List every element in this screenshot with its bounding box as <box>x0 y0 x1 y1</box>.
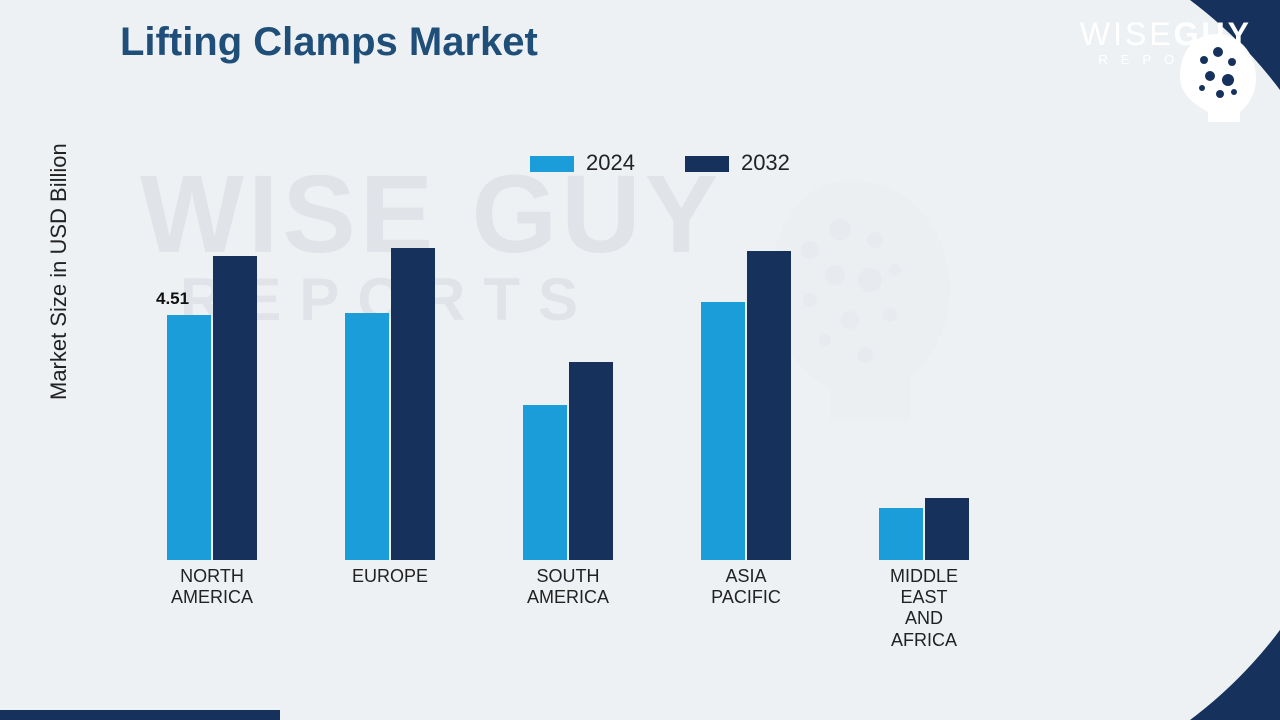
bar <box>345 313 389 560</box>
legend-label-2024: 2024 <box>586 150 635 175</box>
bar <box>925 498 969 560</box>
legend-item-2032: 2032 <box>685 150 790 176</box>
legend-swatch-2032 <box>685 156 729 172</box>
x-axis-label: MIDDLEEASTANDAFRICA <box>854 566 994 651</box>
chart-card: WISE GUY REPORTS Lifting Clamps Market W… <box>0 0 1280 720</box>
brand-logo: WISEGUY REPORTS <box>1080 18 1252 67</box>
bar-group <box>330 248 450 560</box>
bar <box>523 405 567 560</box>
bar-chart: 2024 2032 Market Size in USD Billion 4.5… <box>70 150 950 660</box>
bar <box>747 251 791 560</box>
brand-head-icon <box>1174 32 1258 124</box>
bar-group <box>686 251 806 560</box>
legend-swatch-2024 <box>530 156 574 172</box>
bar <box>569 362 613 560</box>
bar <box>701 302 745 560</box>
x-axis-label: ASIAPACIFIC <box>676 566 816 608</box>
y-axis-label: Market Size in USD Billion <box>46 143 72 400</box>
bar-group <box>864 498 984 560</box>
chart-title: Lifting Clamps Market <box>120 20 538 65</box>
x-axis-label: EUROPE <box>320 566 460 587</box>
bar-group <box>508 362 628 560</box>
plot-area: 4.51 <box>112 180 942 560</box>
legend-item-2024: 2024 <box>530 150 635 176</box>
bottom-accent-bar <box>0 710 280 720</box>
bar <box>879 508 923 560</box>
brand-word-1: WISE <box>1080 16 1174 52</box>
bar <box>167 315 211 560</box>
legend: 2024 2032 <box>530 150 790 176</box>
x-axis-label: NORTHAMERICA <box>142 566 282 608</box>
bar-value-label: 4.51 <box>156 289 189 309</box>
x-axis-label: SOUTHAMERICA <box>498 566 638 608</box>
bar <box>391 248 435 560</box>
legend-label-2032: 2032 <box>741 150 790 175</box>
bar <box>213 256 257 560</box>
